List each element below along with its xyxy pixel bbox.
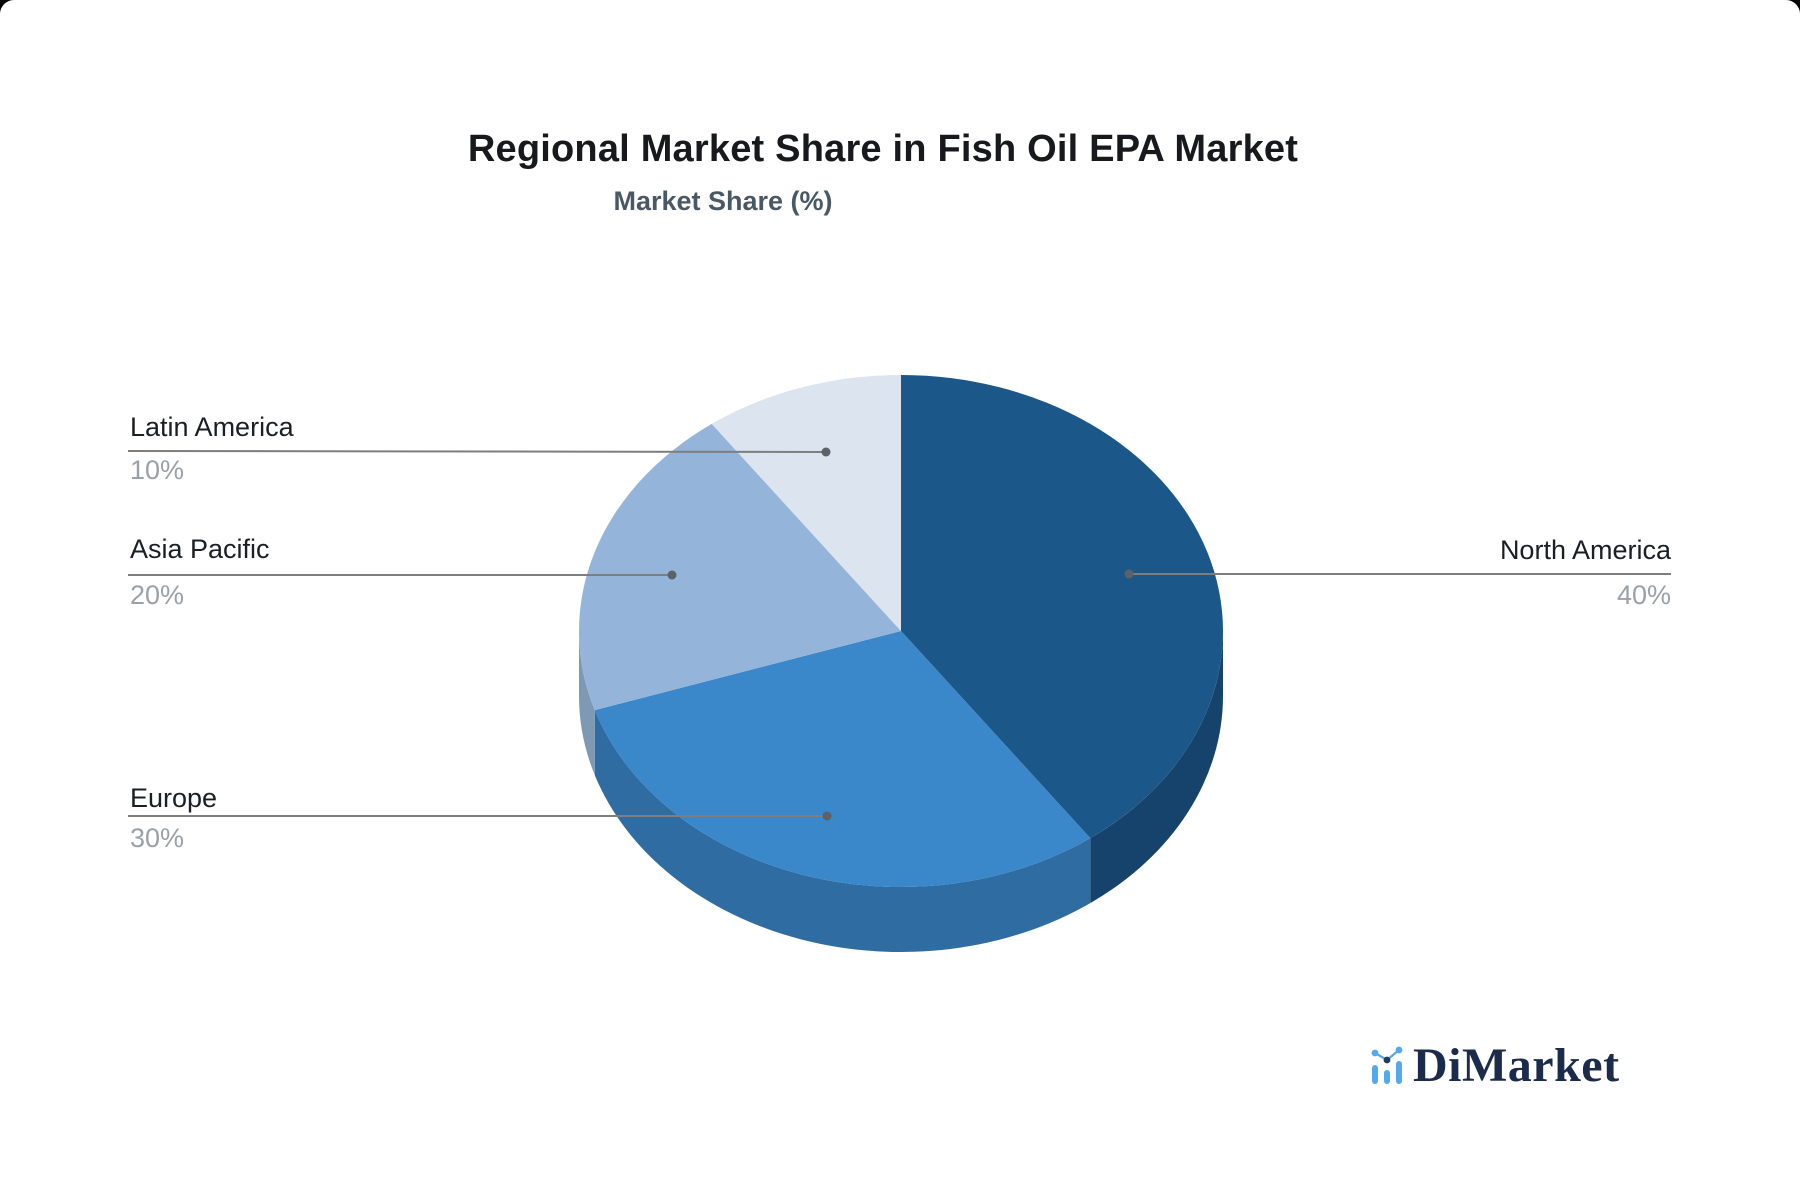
pie-slice-side-north-america — [1090, 631, 1223, 904]
slice-label-latin-america: Latin America — [130, 412, 294, 442]
pie-slice-north-america — [901, 375, 1223, 839]
brand-logo: DiMarket — [1370, 1039, 1620, 1092]
slice-value-north-america: 40% — [1616, 580, 1671, 610]
pie-slice-side-europe — [594, 710, 1091, 952]
slice-label-europe: Europe — [130, 783, 218, 813]
slice-value-europe: 30% — [130, 823, 185, 853]
slice-value-asia-pacific: 20% — [130, 580, 185, 610]
leader-dot-europe — [822, 811, 832, 821]
leader-dot-asia-pacific — [667, 570, 677, 580]
chart-subtitle: Market Share (%) — [613, 186, 833, 216]
brand-name: DiMarket — [1413, 1039, 1620, 1092]
leader-dot-latin-america — [821, 447, 831, 457]
leader-line-latin-america — [127, 450, 827, 453]
leader-dot-north-america — [1124, 569, 1134, 579]
chart-title: Regional Market Share in Fish Oil EPA Ma… — [467, 128, 1299, 170]
slice-label-asia-pacific: Asia Pacific — [130, 534, 270, 564]
pie-slice-asia-pacific — [579, 423, 901, 711]
pie-slice-side-asia-pacific — [579, 631, 595, 776]
slice-label-north-america: North America — [1499, 535, 1671, 565]
pie-slice-latin-america — [711, 375, 901, 631]
slice-value-latin-america: 10% — [130, 455, 185, 485]
pie-slice-europe — [594, 631, 1091, 887]
bar-line-chart-icon — [1371, 1046, 1403, 1085]
